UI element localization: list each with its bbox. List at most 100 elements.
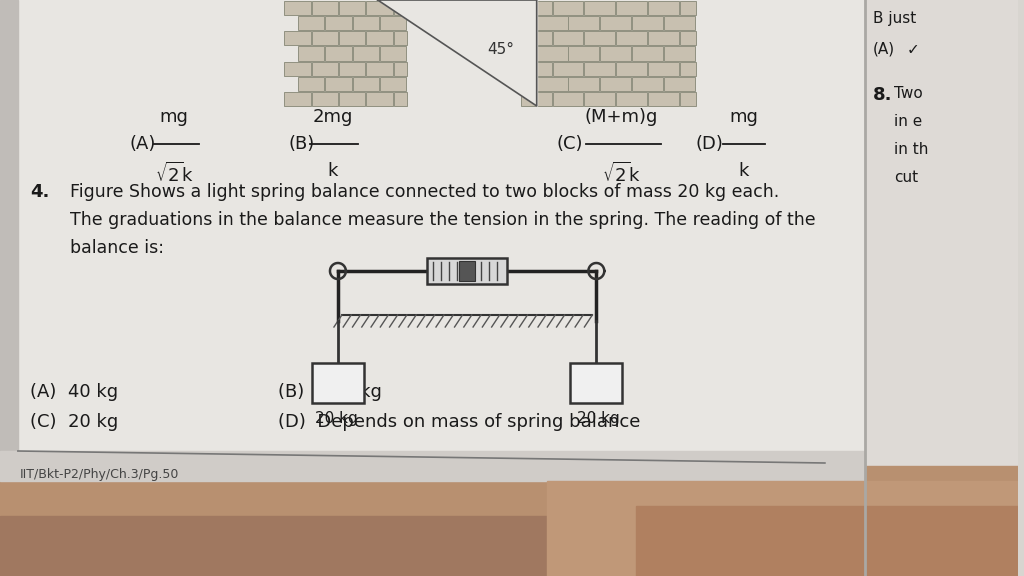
Bar bbox=[353, 47, 379, 60]
Text: B just: B just bbox=[872, 11, 915, 26]
Bar bbox=[616, 31, 647, 46]
Bar bbox=[585, 31, 615, 46]
Bar bbox=[680, 31, 695, 46]
Bar bbox=[553, 1, 584, 15]
Bar bbox=[427, 258, 507, 284]
Text: $\sqrt{2}$k: $\sqrt{2}$k bbox=[155, 162, 194, 186]
Bar bbox=[585, 1, 615, 15]
Text: (D)  Depends on mass of spring balance: (D) Depends on mass of spring balance bbox=[279, 413, 641, 431]
Bar bbox=[537, 77, 567, 91]
Bar bbox=[636, 506, 1018, 576]
Bar bbox=[0, 466, 1018, 576]
Bar bbox=[339, 31, 366, 46]
Bar bbox=[367, 92, 393, 106]
Text: 4.: 4. bbox=[30, 183, 49, 201]
Text: (B): (B) bbox=[288, 135, 314, 153]
Text: mg: mg bbox=[729, 108, 758, 126]
Bar bbox=[285, 1, 311, 15]
Bar bbox=[326, 77, 352, 91]
Text: $\checkmark$: $\checkmark$ bbox=[906, 41, 919, 56]
Bar bbox=[0, 516, 1018, 576]
Text: (B)  zero kg: (B) zero kg bbox=[279, 383, 382, 401]
Bar bbox=[339, 92, 366, 106]
Text: The graduations in the balance measure the tension in the spring. The reading of: The graduations in the balance measure t… bbox=[70, 211, 815, 229]
Text: k: k bbox=[738, 162, 749, 180]
Bar bbox=[547, 481, 1018, 576]
Text: 20 kg: 20 kg bbox=[314, 411, 357, 426]
Bar bbox=[864, 0, 1018, 576]
Bar bbox=[339, 1, 366, 15]
Bar bbox=[298, 47, 325, 60]
Bar bbox=[568, 16, 599, 31]
Bar bbox=[664, 77, 694, 91]
Text: 45°: 45° bbox=[487, 42, 514, 57]
Bar bbox=[459, 261, 475, 281]
Text: 2mg: 2mg bbox=[312, 108, 353, 126]
Text: balance is:: balance is: bbox=[70, 239, 164, 257]
Text: Figure Shows a light spring balance connected to two blocks of mass 20 kg each.: Figure Shows a light spring balance conn… bbox=[70, 183, 779, 201]
Text: Two: Two bbox=[895, 86, 924, 101]
Bar bbox=[367, 31, 393, 46]
Bar bbox=[632, 77, 663, 91]
Bar bbox=[648, 31, 679, 46]
Bar bbox=[632, 16, 663, 31]
Bar bbox=[380, 47, 407, 60]
Bar bbox=[616, 92, 647, 106]
Bar bbox=[367, 62, 393, 75]
Bar bbox=[380, 16, 407, 31]
Text: k: k bbox=[328, 162, 338, 180]
Bar bbox=[394, 31, 408, 46]
Text: (M+m)g: (M+m)g bbox=[585, 108, 657, 126]
Bar bbox=[648, 1, 679, 15]
Bar bbox=[553, 92, 584, 106]
Text: (A): (A) bbox=[872, 41, 895, 56]
Bar bbox=[353, 77, 379, 91]
Bar bbox=[521, 62, 552, 75]
Text: IIT/Bkt-P2/Phy/Ch.3/Pg.50: IIT/Bkt-P2/Phy/Ch.3/Pg.50 bbox=[19, 468, 179, 481]
Text: cut: cut bbox=[895, 170, 919, 185]
Bar bbox=[616, 1, 647, 15]
Bar bbox=[521, 1, 552, 15]
Bar bbox=[553, 62, 584, 75]
Bar bbox=[285, 92, 311, 106]
Text: (D): (D) bbox=[695, 135, 724, 153]
Polygon shape bbox=[378, 0, 537, 106]
Bar bbox=[298, 16, 325, 31]
Bar bbox=[648, 62, 679, 75]
Bar bbox=[312, 92, 338, 106]
Bar bbox=[326, 16, 352, 31]
Bar bbox=[521, 92, 552, 106]
Bar bbox=[680, 92, 695, 106]
Text: (A)  40 kg: (A) 40 kg bbox=[30, 383, 118, 401]
Bar bbox=[312, 363, 364, 403]
Bar bbox=[312, 62, 338, 75]
Bar bbox=[339, 62, 366, 75]
Bar bbox=[570, 363, 623, 403]
Bar bbox=[664, 16, 694, 31]
Text: (C)  20 kg: (C) 20 kg bbox=[30, 413, 118, 431]
Bar bbox=[600, 77, 631, 91]
Text: (A): (A) bbox=[129, 135, 156, 153]
Text: $\sqrt{2}$k: $\sqrt{2}$k bbox=[602, 162, 641, 186]
Bar bbox=[312, 1, 338, 15]
Bar bbox=[285, 31, 311, 46]
Bar bbox=[537, 16, 567, 31]
Bar bbox=[553, 31, 584, 46]
Text: in th: in th bbox=[895, 142, 929, 157]
Bar bbox=[616, 62, 647, 75]
Bar bbox=[298, 77, 325, 91]
Bar bbox=[380, 77, 407, 91]
Bar bbox=[585, 62, 615, 75]
Text: mg: mg bbox=[160, 108, 188, 126]
Bar bbox=[326, 47, 352, 60]
Bar bbox=[367, 1, 393, 15]
Bar bbox=[537, 47, 567, 60]
Text: (C): (C) bbox=[557, 135, 583, 153]
Bar bbox=[394, 62, 408, 75]
Bar bbox=[353, 16, 379, 31]
Bar bbox=[648, 92, 679, 106]
Text: 20 kg: 20 kg bbox=[577, 411, 620, 426]
Bar bbox=[0, 451, 864, 481]
Bar bbox=[600, 47, 631, 60]
Bar bbox=[0, 0, 864, 576]
